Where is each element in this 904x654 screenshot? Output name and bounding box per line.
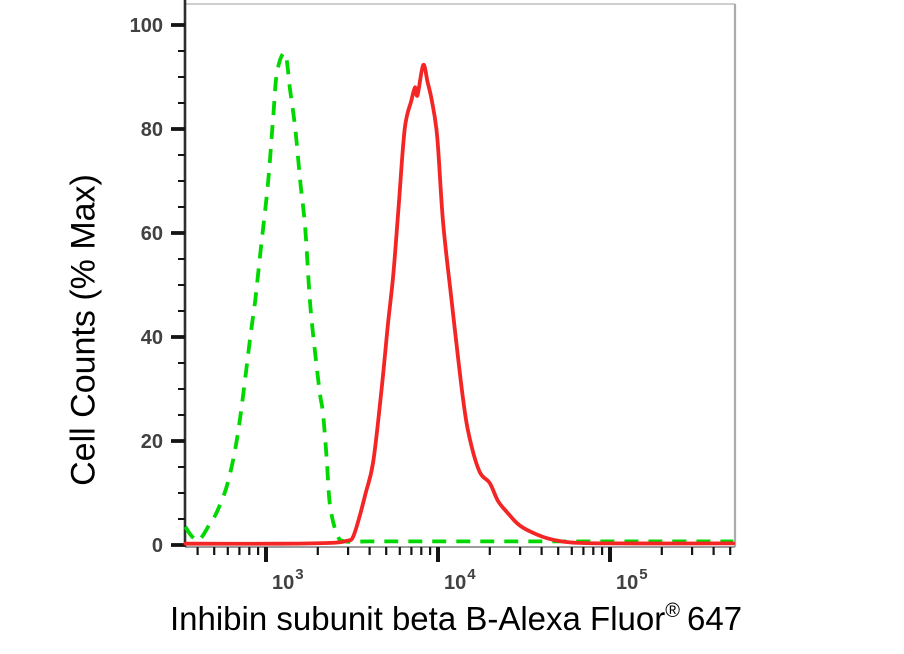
y-axis-tick-label: 0	[152, 535, 163, 557]
y-axis-tick-label: 20	[141, 431, 163, 453]
x-axis-tick-label: 105	[616, 566, 648, 594]
x-axis-title-suffix: 647	[686, 600, 743, 637]
curve-inhibin-subunit-beta-b-stained	[183, 62, 736, 546]
x-axis-title: Inhibin subunit beta B-Alexa Fluor® 647	[170, 600, 742, 638]
y-axis-tick-label: 80	[141, 119, 163, 141]
y-axis-tick-label: 60	[141, 223, 163, 245]
x-axis-tick-label: 103	[272, 566, 304, 594]
curve-negative-control	[183, 51, 734, 544]
y-axis-tick-label: 100	[130, 15, 163, 37]
registered-trademark-icon: ®	[665, 600, 680, 622]
y-axis-tick-label: 40	[141, 327, 163, 349]
x-axis-tick-label: 104	[444, 566, 476, 594]
y-axis-title: Cell Counts (% Max)	[64, 174, 103, 486]
x-axis-title-text: Inhibin subunit beta B-Alexa Fluor	[169, 600, 666, 637]
